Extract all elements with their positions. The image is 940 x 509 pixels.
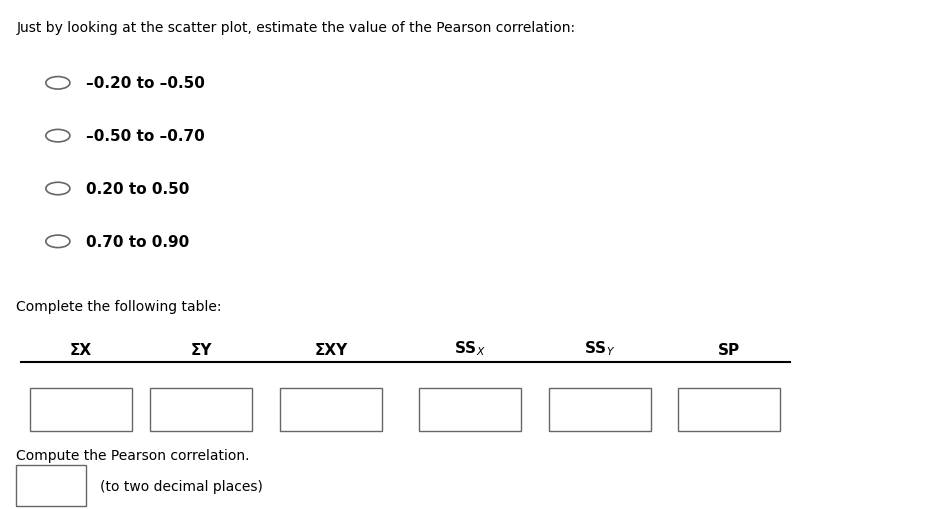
- Text: 0.20 to 0.50: 0.20 to 0.50: [86, 182, 189, 196]
- Text: Complete the following table:: Complete the following table:: [16, 299, 222, 314]
- Text: SS$_X$: SS$_X$: [454, 338, 486, 357]
- FancyBboxPatch shape: [679, 388, 780, 431]
- Text: 0.70 to 0.90: 0.70 to 0.90: [86, 234, 189, 249]
- Text: ΣY: ΣY: [191, 342, 212, 357]
- FancyBboxPatch shape: [549, 388, 650, 431]
- FancyBboxPatch shape: [419, 388, 521, 431]
- Text: SS$_Y$: SS$_Y$: [584, 338, 616, 357]
- Text: Just by looking at the scatter plot, estimate the value of the Pearson correlati: Just by looking at the scatter plot, est…: [16, 21, 575, 35]
- Text: –0.20 to –0.50: –0.20 to –0.50: [86, 76, 205, 91]
- Text: ΣX: ΣX: [70, 342, 92, 357]
- FancyBboxPatch shape: [30, 388, 132, 431]
- Text: Compute the Pearson correlation.: Compute the Pearson correlation.: [16, 448, 250, 462]
- FancyBboxPatch shape: [150, 388, 252, 431]
- Text: SP: SP: [718, 342, 741, 357]
- FancyBboxPatch shape: [280, 388, 382, 431]
- Text: ΣXY: ΣXY: [315, 342, 348, 357]
- Text: (to two decimal places): (to two decimal places): [100, 479, 262, 493]
- Text: –0.50 to –0.70: –0.50 to –0.70: [86, 129, 204, 144]
- FancyBboxPatch shape: [16, 465, 86, 505]
